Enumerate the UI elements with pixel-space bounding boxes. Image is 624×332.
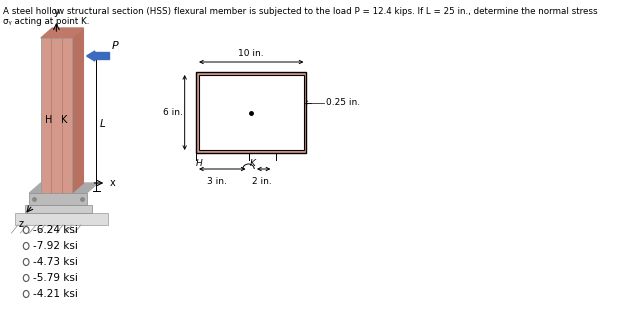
Text: z: z — [253, 134, 258, 143]
Polygon shape — [41, 28, 84, 38]
Text: σᵧ acting at point K.: σᵧ acting at point K. — [3, 17, 90, 26]
Text: -4.73 ksi: -4.73 ksi — [32, 257, 77, 267]
Text: H: H — [196, 158, 203, 168]
Bar — [24, 205, 92, 213]
Text: L: L — [100, 119, 105, 128]
Text: -5.79 ksi: -5.79 ksi — [32, 273, 77, 283]
FancyArrow shape — [87, 51, 109, 61]
Polygon shape — [72, 28, 84, 193]
Text: x: x — [109, 178, 115, 188]
Text: 6 in.: 6 in. — [163, 108, 183, 117]
Text: -4.21 ksi: -4.21 ksi — [32, 289, 77, 299]
Text: 3 in.: 3 in. — [207, 177, 227, 186]
Text: H: H — [46, 115, 52, 125]
Text: z: z — [19, 219, 24, 229]
Text: y: y — [54, 7, 59, 17]
Text: 0.25 in.: 0.25 in. — [326, 98, 360, 107]
Bar — [196, 72, 306, 153]
Text: 2 in.: 2 in. — [253, 177, 272, 186]
Text: K: K — [250, 158, 256, 168]
Bar — [15, 213, 108, 225]
Text: K: K — [61, 115, 67, 125]
Text: -6.24 ksi: -6.24 ksi — [32, 225, 77, 235]
Text: -7.92 ksi: -7.92 ksi — [32, 241, 77, 251]
Bar — [41, 38, 72, 193]
Text: A steel hollow structural section (HSS) flexural member is subjected to the load: A steel hollow structural section (HSS) … — [3, 7, 598, 16]
Bar — [29, 193, 87, 205]
Bar — [199, 75, 304, 150]
Text: x: x — [271, 108, 277, 117]
Text: 10 in.: 10 in. — [238, 49, 264, 58]
Text: P: P — [112, 41, 119, 51]
Polygon shape — [29, 183, 98, 193]
